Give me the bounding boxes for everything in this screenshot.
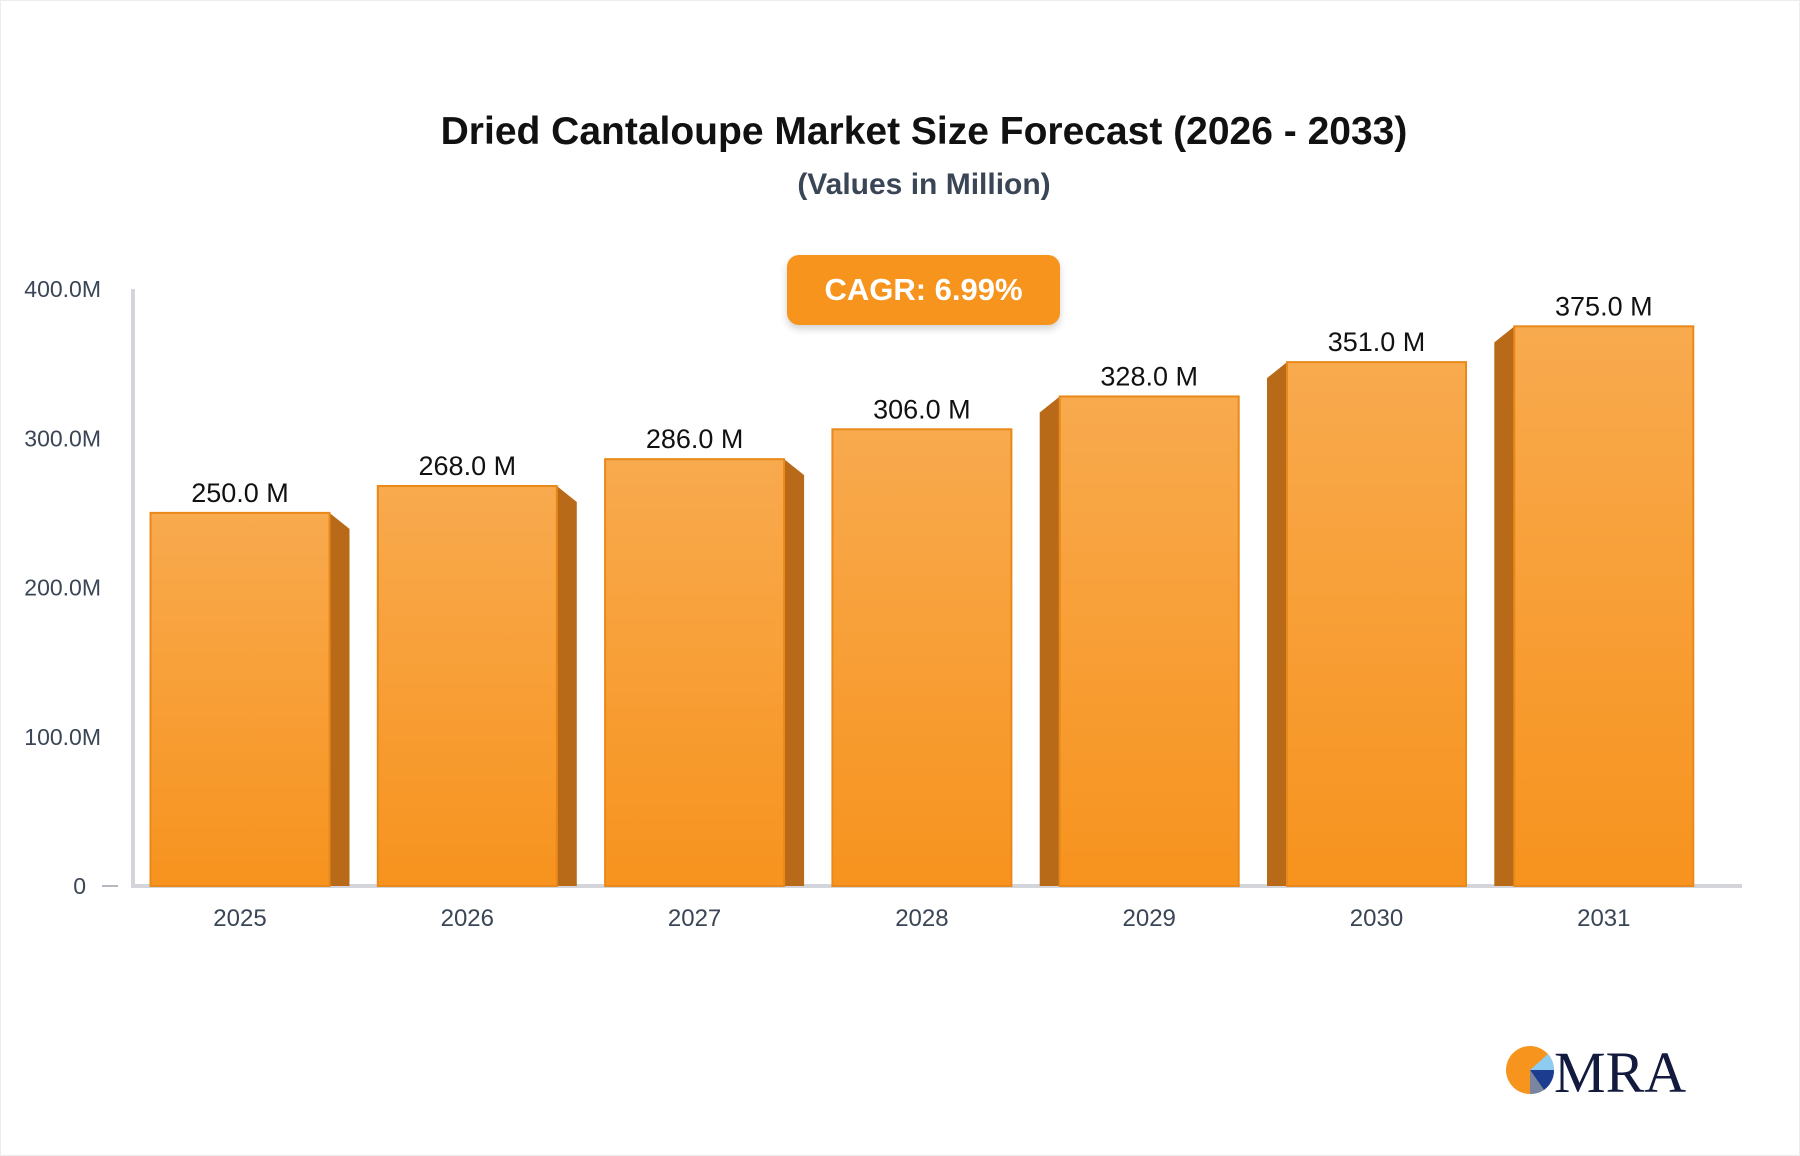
bar-side bbox=[1039, 396, 1060, 886]
bar bbox=[1286, 361, 1467, 887]
y-tick-label: 100.0M bbox=[24, 724, 101, 750]
y-tick-label: 0 bbox=[73, 873, 86, 899]
bar-side bbox=[556, 486, 577, 886]
chart-title: Dried Cantaloupe Market Size Forecast (2… bbox=[440, 110, 1408, 153]
mra-logo: MRA bbox=[1506, 1040, 1686, 1100]
y-tick-label: 200.0M bbox=[24, 575, 101, 601]
y-tick-label: 400.0M bbox=[24, 276, 101, 302]
bar bbox=[1513, 325, 1695, 887]
x-tick-label: 2027 bbox=[668, 905, 721, 932]
data-label: 328.0 M bbox=[1100, 361, 1198, 391]
bar-side bbox=[1267, 362, 1287, 886]
bar-side bbox=[329, 512, 350, 886]
x-tick-label: 2030 bbox=[1350, 905, 1403, 932]
data-label: 306.0 M bbox=[873, 394, 971, 424]
x-tick-label: 2026 bbox=[441, 905, 494, 932]
data-label: 250.0 M bbox=[191, 478, 289, 508]
chart-subtitle: (Values in Million) bbox=[797, 168, 1051, 201]
cagr-badge: CAGR: 6.99% bbox=[787, 255, 1060, 325]
x-tick-label: 2028 bbox=[895, 905, 948, 932]
bar bbox=[831, 428, 1013, 887]
data-label: 268.0 M bbox=[419, 451, 517, 481]
x-tick-label: 2029 bbox=[1123, 905, 1176, 932]
y-tick-label: 300.0M bbox=[24, 425, 101, 451]
data-label: 286.0 M bbox=[646, 424, 744, 454]
x-tick-label: 2031 bbox=[1577, 905, 1630, 932]
bar bbox=[1058, 395, 1240, 887]
bar-side bbox=[1494, 326, 1515, 886]
x-tick-label: 2025 bbox=[213, 905, 266, 932]
bar bbox=[149, 511, 331, 887]
bar bbox=[376, 485, 558, 887]
bar-side bbox=[784, 459, 805, 886]
bar bbox=[604, 458, 786, 887]
logo-text: MRA bbox=[1554, 1040, 1686, 1100]
data-label: 375.0 M bbox=[1555, 291, 1653, 321]
data-label: 351.0 M bbox=[1328, 327, 1426, 357]
